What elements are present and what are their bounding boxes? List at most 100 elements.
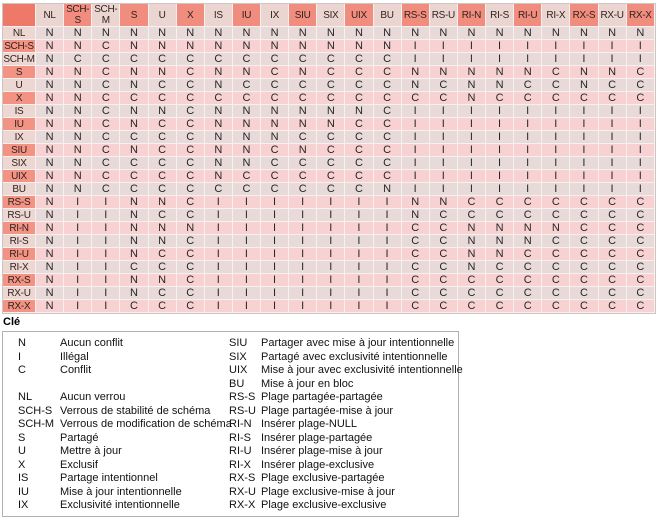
key-code: RX-X (229, 499, 256, 511)
matrix-cell: I (598, 157, 627, 170)
matrix-cell: I (570, 183, 599, 196)
row-header-ri-n: RI-N (3, 222, 36, 235)
matrix-cell: I (317, 196, 346, 209)
matrix-cell: C (626, 66, 655, 79)
matrix-cell: I (373, 274, 402, 287)
matrix-cell: C (317, 79, 346, 92)
matrix-cell: I (64, 209, 93, 222)
matrix-cell: I (345, 300, 374, 313)
key-code: BU (229, 377, 245, 390)
matrix-cell: C (401, 222, 430, 235)
matrix-cell: N (148, 222, 177, 235)
matrix-cell: N (64, 131, 93, 144)
matrix-cell: I (232, 287, 261, 300)
matrix-cell: N (120, 105, 149, 118)
key-description (60, 378, 229, 392)
key-line: X Exclusif RI-X Insérer plage-exclusive (3, 459, 458, 473)
matrix-cell: C (598, 248, 627, 261)
matrix-cell: I (457, 183, 486, 196)
key-description: Exclusivité intentionnelle (60, 499, 180, 511)
matrix-cell: I (542, 40, 571, 53)
matrix-cell: C (232, 79, 261, 92)
matrix-cell: C (176, 66, 205, 79)
matrix-cell: I (626, 131, 655, 144)
matrix-cell: I (429, 105, 458, 118)
matrix-cell: C (486, 274, 515, 287)
matrix-cell: C (176, 144, 205, 157)
matrix-cell: C (570, 222, 599, 235)
matrix-cell: I (429, 40, 458, 53)
matrix-cell: I (429, 183, 458, 196)
matrix-cell: I (64, 274, 93, 287)
matrix-cell: I (486, 170, 515, 183)
key-description: Partagé avec exclusivité intentionnelle (261, 350, 448, 363)
key-code: RI-S (229, 431, 251, 444)
matrix-cell: I (542, 170, 571, 183)
matrix-cell: N (401, 209, 430, 222)
matrix-cell: C (429, 222, 458, 235)
matrix-cell: N (486, 27, 515, 40)
key-code: RI-X (229, 458, 251, 471)
matrix-cell: N (401, 66, 430, 79)
matrix-cell: N (176, 27, 205, 40)
matrix-cell: I (204, 196, 233, 209)
matrix-cell: I (289, 274, 318, 287)
matrix-cell: I (64, 261, 93, 274)
matrix-cell: I (345, 274, 374, 287)
matrix-cell: C (261, 66, 290, 79)
matrix-cell: C (176, 183, 205, 196)
matrix-cell: C (486, 209, 515, 222)
matrix-cell: N (36, 27, 65, 40)
key-code: RI-N (229, 418, 252, 430)
matrix-cell: N (598, 66, 627, 79)
matrix-cell: I (626, 105, 655, 118)
matrix-cell: C (148, 248, 177, 261)
matrix-cell: I (204, 300, 233, 313)
matrix-row-rx-x: RX-X N I I C C C I I I I I I I C C C C C C C C C (3, 300, 655, 313)
col-header-ri-s: RI-S (486, 4, 515, 27)
row-header-rx-u: RX-U (3, 287, 36, 300)
matrix-cell: N (36, 274, 65, 287)
col-header-ri-x: RI-X (542, 4, 571, 27)
matrix-cell: I (457, 131, 486, 144)
matrix-cell: N (232, 157, 261, 170)
matrix-cell: C (261, 92, 290, 105)
matrix-cell: N (542, 27, 571, 40)
col-header-six: SIX (317, 4, 346, 27)
matrix-cell: I (429, 53, 458, 66)
key-description: Aucun verrou (60, 391, 126, 403)
matrix-cell: N (36, 248, 65, 261)
matrix-cell: N (457, 92, 486, 105)
matrix-cell: I (598, 183, 627, 196)
matrix-cell: I (289, 209, 318, 222)
row-header-ri-s: RI-S (3, 235, 36, 248)
matrix-cell: I (429, 170, 458, 183)
matrix-cell: I (457, 105, 486, 118)
matrix-cell: C (401, 248, 430, 261)
key-description: Insérer plage-NULL (261, 418, 357, 430)
key-code: N (18, 337, 26, 349)
matrix-cell: C (373, 131, 402, 144)
key-code: IX (18, 499, 29, 511)
matrix-cell: C (176, 131, 205, 144)
matrix-cell: C (92, 144, 121, 157)
matrix-cell: N (64, 183, 93, 196)
matrix-cell: N (36, 235, 65, 248)
matrix-cell: N (232, 131, 261, 144)
matrix-cell: N (317, 27, 346, 40)
matrix-cell: N (232, 105, 261, 118)
matrix-cell: I (401, 118, 430, 131)
matrix-cell: C (176, 92, 205, 105)
matrix-cell: I (626, 170, 655, 183)
key-description: Plage partagée-mise à jour (261, 404, 394, 417)
matrix-cell: I (64, 222, 93, 235)
key-description: Verrous de stabilité de schéma (60, 404, 211, 417)
matrix-cell: I (514, 157, 543, 170)
matrix-cell: I (204, 274, 233, 287)
matrix-cell: I (486, 157, 515, 170)
matrix-cell: I (486, 183, 515, 196)
matrix-cell: C (92, 183, 121, 196)
matrix-cell: I (204, 287, 233, 300)
key-code: SCH-S (18, 404, 53, 417)
